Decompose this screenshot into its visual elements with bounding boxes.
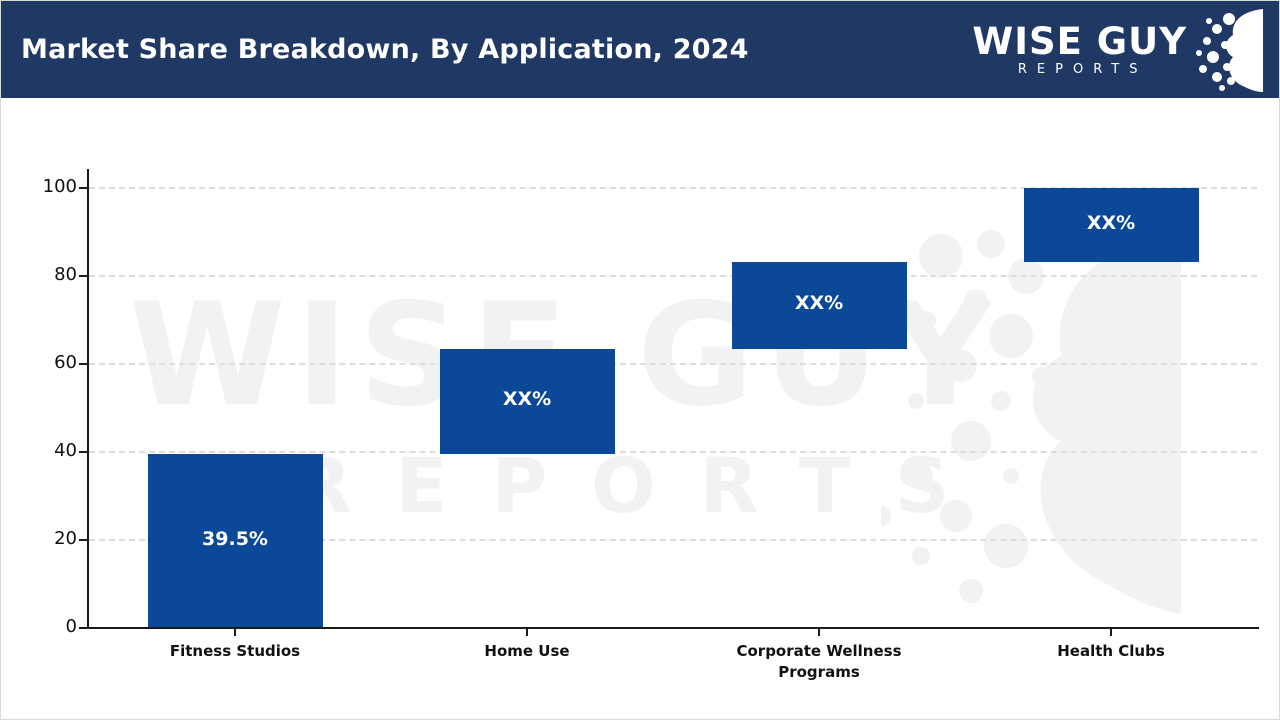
x-category-label: Corporate Wellness Programs: [736, 642, 902, 681]
y-tick-mark: [79, 627, 88, 629]
dotted-head-icon: [1196, 9, 1263, 92]
y-tick-label: 40: [54, 440, 77, 461]
bar: [1023, 188, 1199, 262]
x-tick-mark: [1110, 629, 1112, 636]
bar-value-label: 39.5%: [202, 528, 268, 551]
logo-text: WISE GUY REPORTS: [972, 19, 1187, 78]
x-tick-mark: [818, 629, 820, 636]
bar: [439, 348, 615, 455]
x-tick-mark: [526, 629, 528, 636]
y-tick-mark: [79, 187, 88, 189]
gridline: [89, 275, 1257, 277]
gridline: [89, 539, 1257, 541]
x-category-label: Fitness Studios: [169, 642, 301, 660]
bar-value-label: XX%: [1086, 211, 1136, 234]
gridline: [89, 363, 1257, 365]
bar-value-label: XX%: [794, 292, 844, 315]
y-axis: [87, 169, 89, 629]
x-axis: [87, 627, 1259, 629]
x-category-label: Home Use: [484, 642, 570, 660]
y-tick-mark: [79, 451, 88, 453]
logo-wordmark: WISE GUY: [972, 19, 1187, 63]
y-tick-label: 0: [65, 616, 77, 637]
y-tick-label: 60: [54, 352, 77, 373]
gridline: [89, 451, 1257, 453]
y-tick-label: 100: [42, 176, 77, 197]
bar: [147, 454, 323, 628]
x-category-label: Health Clubs: [1057, 642, 1165, 660]
y-tick-mark: [79, 539, 88, 541]
gridline: [89, 187, 1257, 189]
x-tick-mark: [234, 629, 236, 636]
y-tick-label: 20: [54, 528, 77, 549]
logo-subtitle: REPORTS: [1017, 62, 1148, 78]
y-tick-label: 80: [54, 264, 77, 285]
bar-value-label: XX%: [502, 388, 552, 411]
wise-guy-logo: WISE GUY REPORTS: [972, 7, 1263, 93]
y-tick-mark: [79, 275, 88, 277]
header-band: Market Share Breakdown, By Application, …: [1, 1, 1279, 98]
page-title: Market Share Breakdown, By Application, …: [21, 34, 749, 65]
bar: [731, 261, 907, 349]
watermark-subtitle: REPORTS: [293, 441, 994, 530]
y-tick-mark: [79, 363, 88, 365]
